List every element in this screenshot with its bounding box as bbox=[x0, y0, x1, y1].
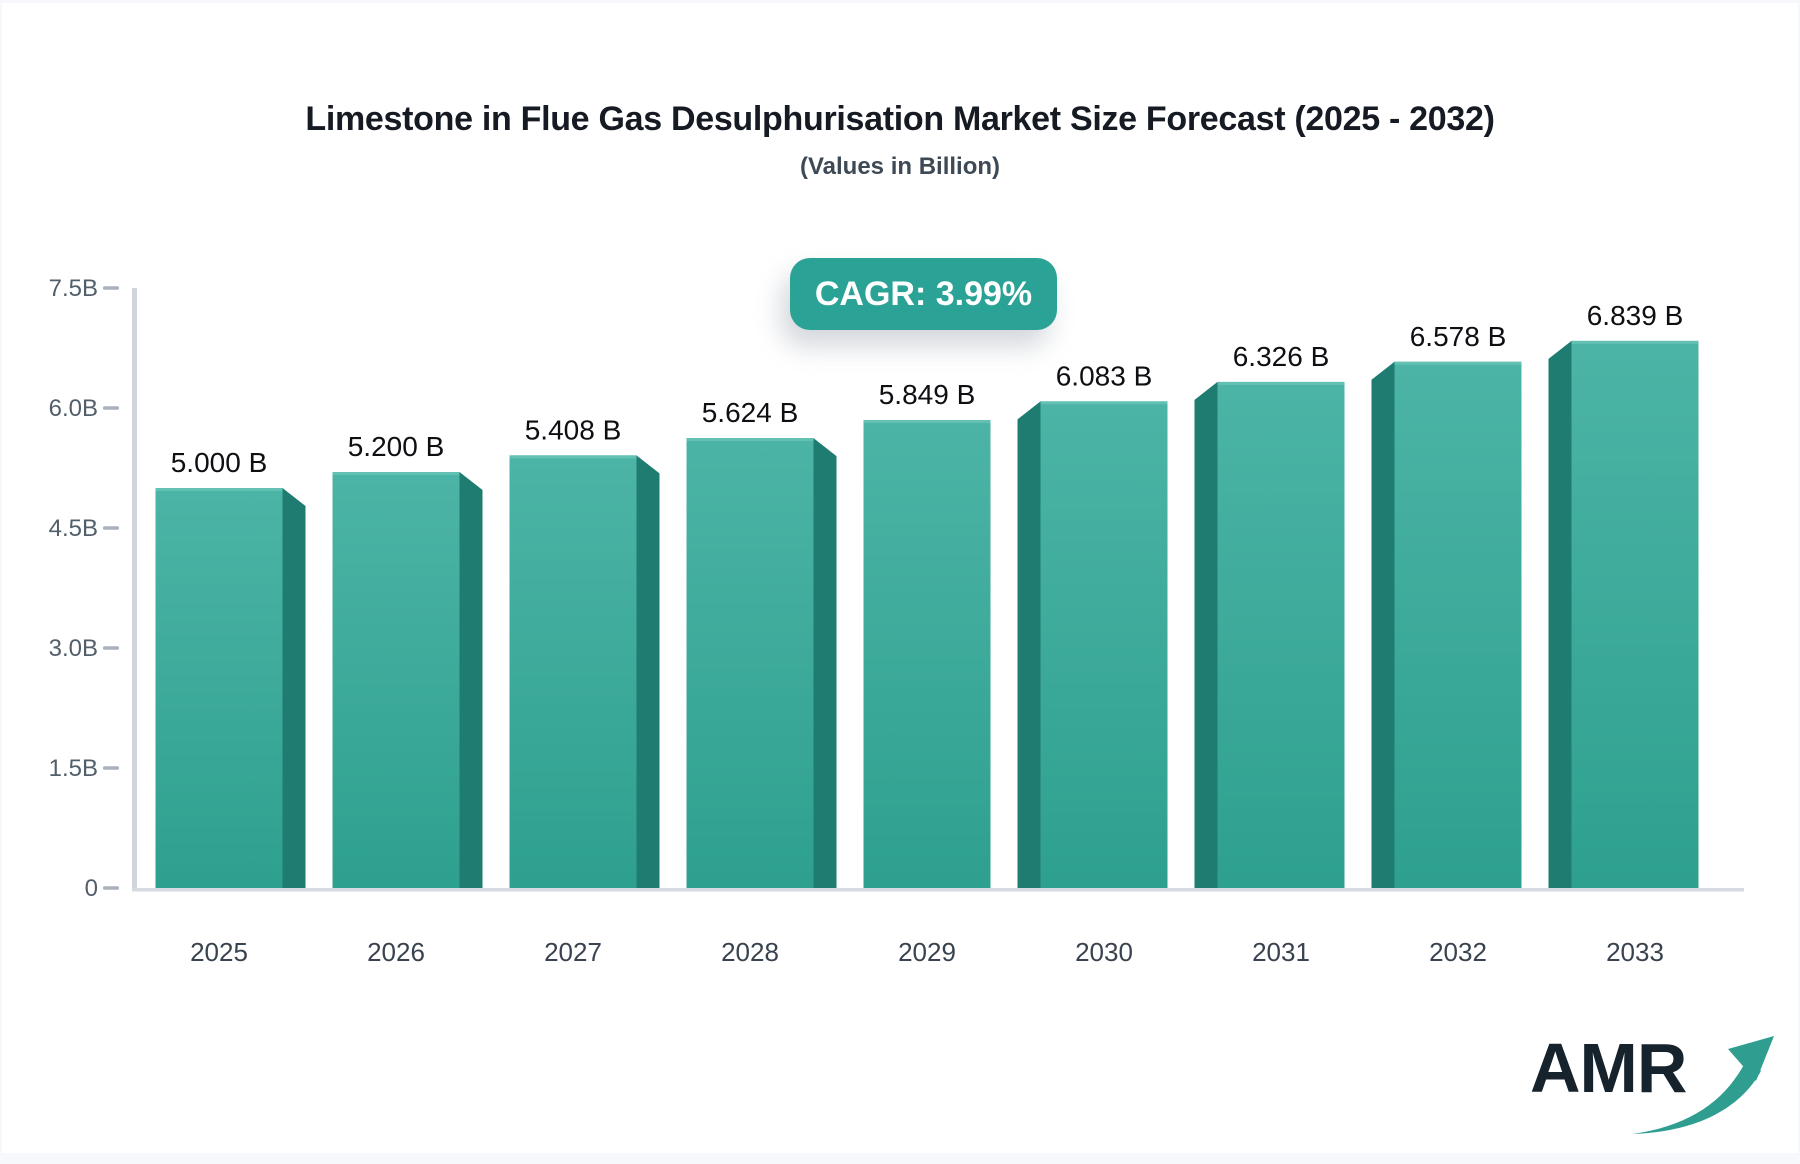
bar-top-edge bbox=[1571, 340, 1699, 344]
x-axis-label: 2033 bbox=[1606, 937, 1664, 967]
y-tick-label: 7.5B bbox=[49, 275, 98, 302]
x-axis-label: 2029 bbox=[898, 937, 956, 967]
y-tick bbox=[103, 526, 119, 530]
bar-top-edge bbox=[509, 455, 637, 459]
bar-value-label: 6.326 B bbox=[1233, 341, 1330, 372]
chart-subtitle: (Values in Billion) bbox=[799, 153, 1001, 180]
amr-logo: AMR bbox=[1530, 1025, 1774, 1135]
market-forecast-bar-chart: 0 1.5B 3.0B 4.5B 6.0B 7.5B 5.000 B 2025 5.200 B 2… bbox=[2, 3, 1800, 1159]
bar-value-label: 5.200 B bbox=[348, 431, 445, 462]
x-axis-label: 2025 bbox=[190, 937, 248, 967]
bar-top-edge bbox=[686, 438, 814, 442]
bar-side-face bbox=[1371, 361, 1395, 888]
x-axis-label: 2031 bbox=[1252, 937, 1310, 967]
bar-side-face bbox=[459, 472, 483, 888]
bar-2027: 5.408 B 2027 bbox=[509, 414, 660, 967]
amr-logo-text: AMR bbox=[1530, 1029, 1687, 1107]
bar-top-edge bbox=[155, 488, 283, 491]
bar-value-label: 6.578 B bbox=[1410, 321, 1507, 352]
bar-top-edge bbox=[332, 472, 460, 475]
bar-value-label: 5.849 B bbox=[879, 379, 976, 410]
bar-side-face bbox=[282, 488, 306, 888]
y-tick-label: 0 bbox=[85, 875, 98, 902]
bar-side-face bbox=[813, 438, 837, 888]
bar-2031: 6.326 B 2031 bbox=[1194, 341, 1345, 967]
bar-top-edge bbox=[1040, 401, 1168, 405]
cagr-badge-label: CAGR: 3.99% bbox=[814, 274, 1033, 313]
bar-front-face bbox=[863, 420, 991, 888]
bar-side-face bbox=[636, 455, 660, 888]
x-axis-label: 2030 bbox=[1075, 937, 1133, 967]
bar-2026: 5.200 B 2026 bbox=[332, 431, 483, 967]
y-axis-line bbox=[132, 288, 137, 891]
bar-value-label: 5.000 B bbox=[171, 447, 268, 478]
bar-front-face bbox=[1040, 401, 1168, 888]
y-tick-label: 3.0B bbox=[49, 635, 98, 662]
bar-front-face bbox=[686, 438, 814, 888]
bar-side-face bbox=[1548, 340, 1572, 888]
chart-title: Limestone in Flue Gas Desulphurisation M… bbox=[305, 100, 1495, 138]
bar-2028: 5.624 B 2028 bbox=[686, 397, 837, 967]
bar-2025: 5.000 B 2025 bbox=[155, 447, 306, 967]
bar-2030: 6.083 B 2030 bbox=[1017, 360, 1168, 967]
x-axis-label: 2027 bbox=[544, 937, 602, 967]
bar-value-label: 5.624 B bbox=[702, 397, 799, 428]
bar-side-face bbox=[1017, 401, 1041, 888]
bar-front-face bbox=[1571, 340, 1699, 888]
bar-2029: 5.849 B 2029 bbox=[863, 379, 991, 967]
y-tick-label: 4.5B bbox=[49, 515, 98, 542]
y-tick bbox=[103, 646, 119, 650]
bar-value-label: 6.083 B bbox=[1056, 360, 1153, 391]
bar-front-face bbox=[155, 488, 283, 888]
x-axis-line bbox=[132, 888, 1744, 892]
chart-card: Limestone in Flue Gas Desulphurisation M… bbox=[2, 3, 1798, 1153]
bar-front-face bbox=[1394, 361, 1522, 888]
bar-front-face bbox=[332, 472, 460, 888]
y-tick bbox=[103, 766, 119, 770]
growth-arrow-icon bbox=[1632, 1036, 1774, 1134]
bar-2033: 6.839 B 2033 bbox=[1548, 300, 1699, 967]
y-tick-label: 1.5B bbox=[49, 755, 98, 782]
bar-top-edge bbox=[1394, 361, 1522, 365]
bar-side-face bbox=[1194, 381, 1218, 888]
y-tick bbox=[103, 286, 119, 290]
y-tick-label: 6.0B bbox=[49, 395, 98, 422]
bar-value-label: 6.839 B bbox=[1587, 300, 1684, 331]
bar-top-edge bbox=[863, 420, 991, 424]
chart-svg: 0 1.5B 3.0B 4.5B 6.0B 7.5B 5.000 B 2025 5.200 B 2… bbox=[49, 275, 1744, 967]
y-tick bbox=[103, 886, 119, 890]
cagr-badge: CAGR: 3.99% bbox=[790, 258, 1057, 330]
y-tick bbox=[103, 406, 119, 410]
bar-value-label: 5.408 B bbox=[525, 414, 622, 445]
x-axis-label: 2032 bbox=[1429, 937, 1487, 967]
bar-front-face bbox=[1217, 381, 1345, 888]
bar-front-face bbox=[509, 455, 637, 888]
x-axis-label: 2028 bbox=[721, 937, 779, 967]
x-axis-label: 2026 bbox=[367, 937, 425, 967]
bar-top-edge bbox=[1217, 381, 1345, 385]
bar-2032: 6.578 B 2032 bbox=[1371, 321, 1522, 967]
